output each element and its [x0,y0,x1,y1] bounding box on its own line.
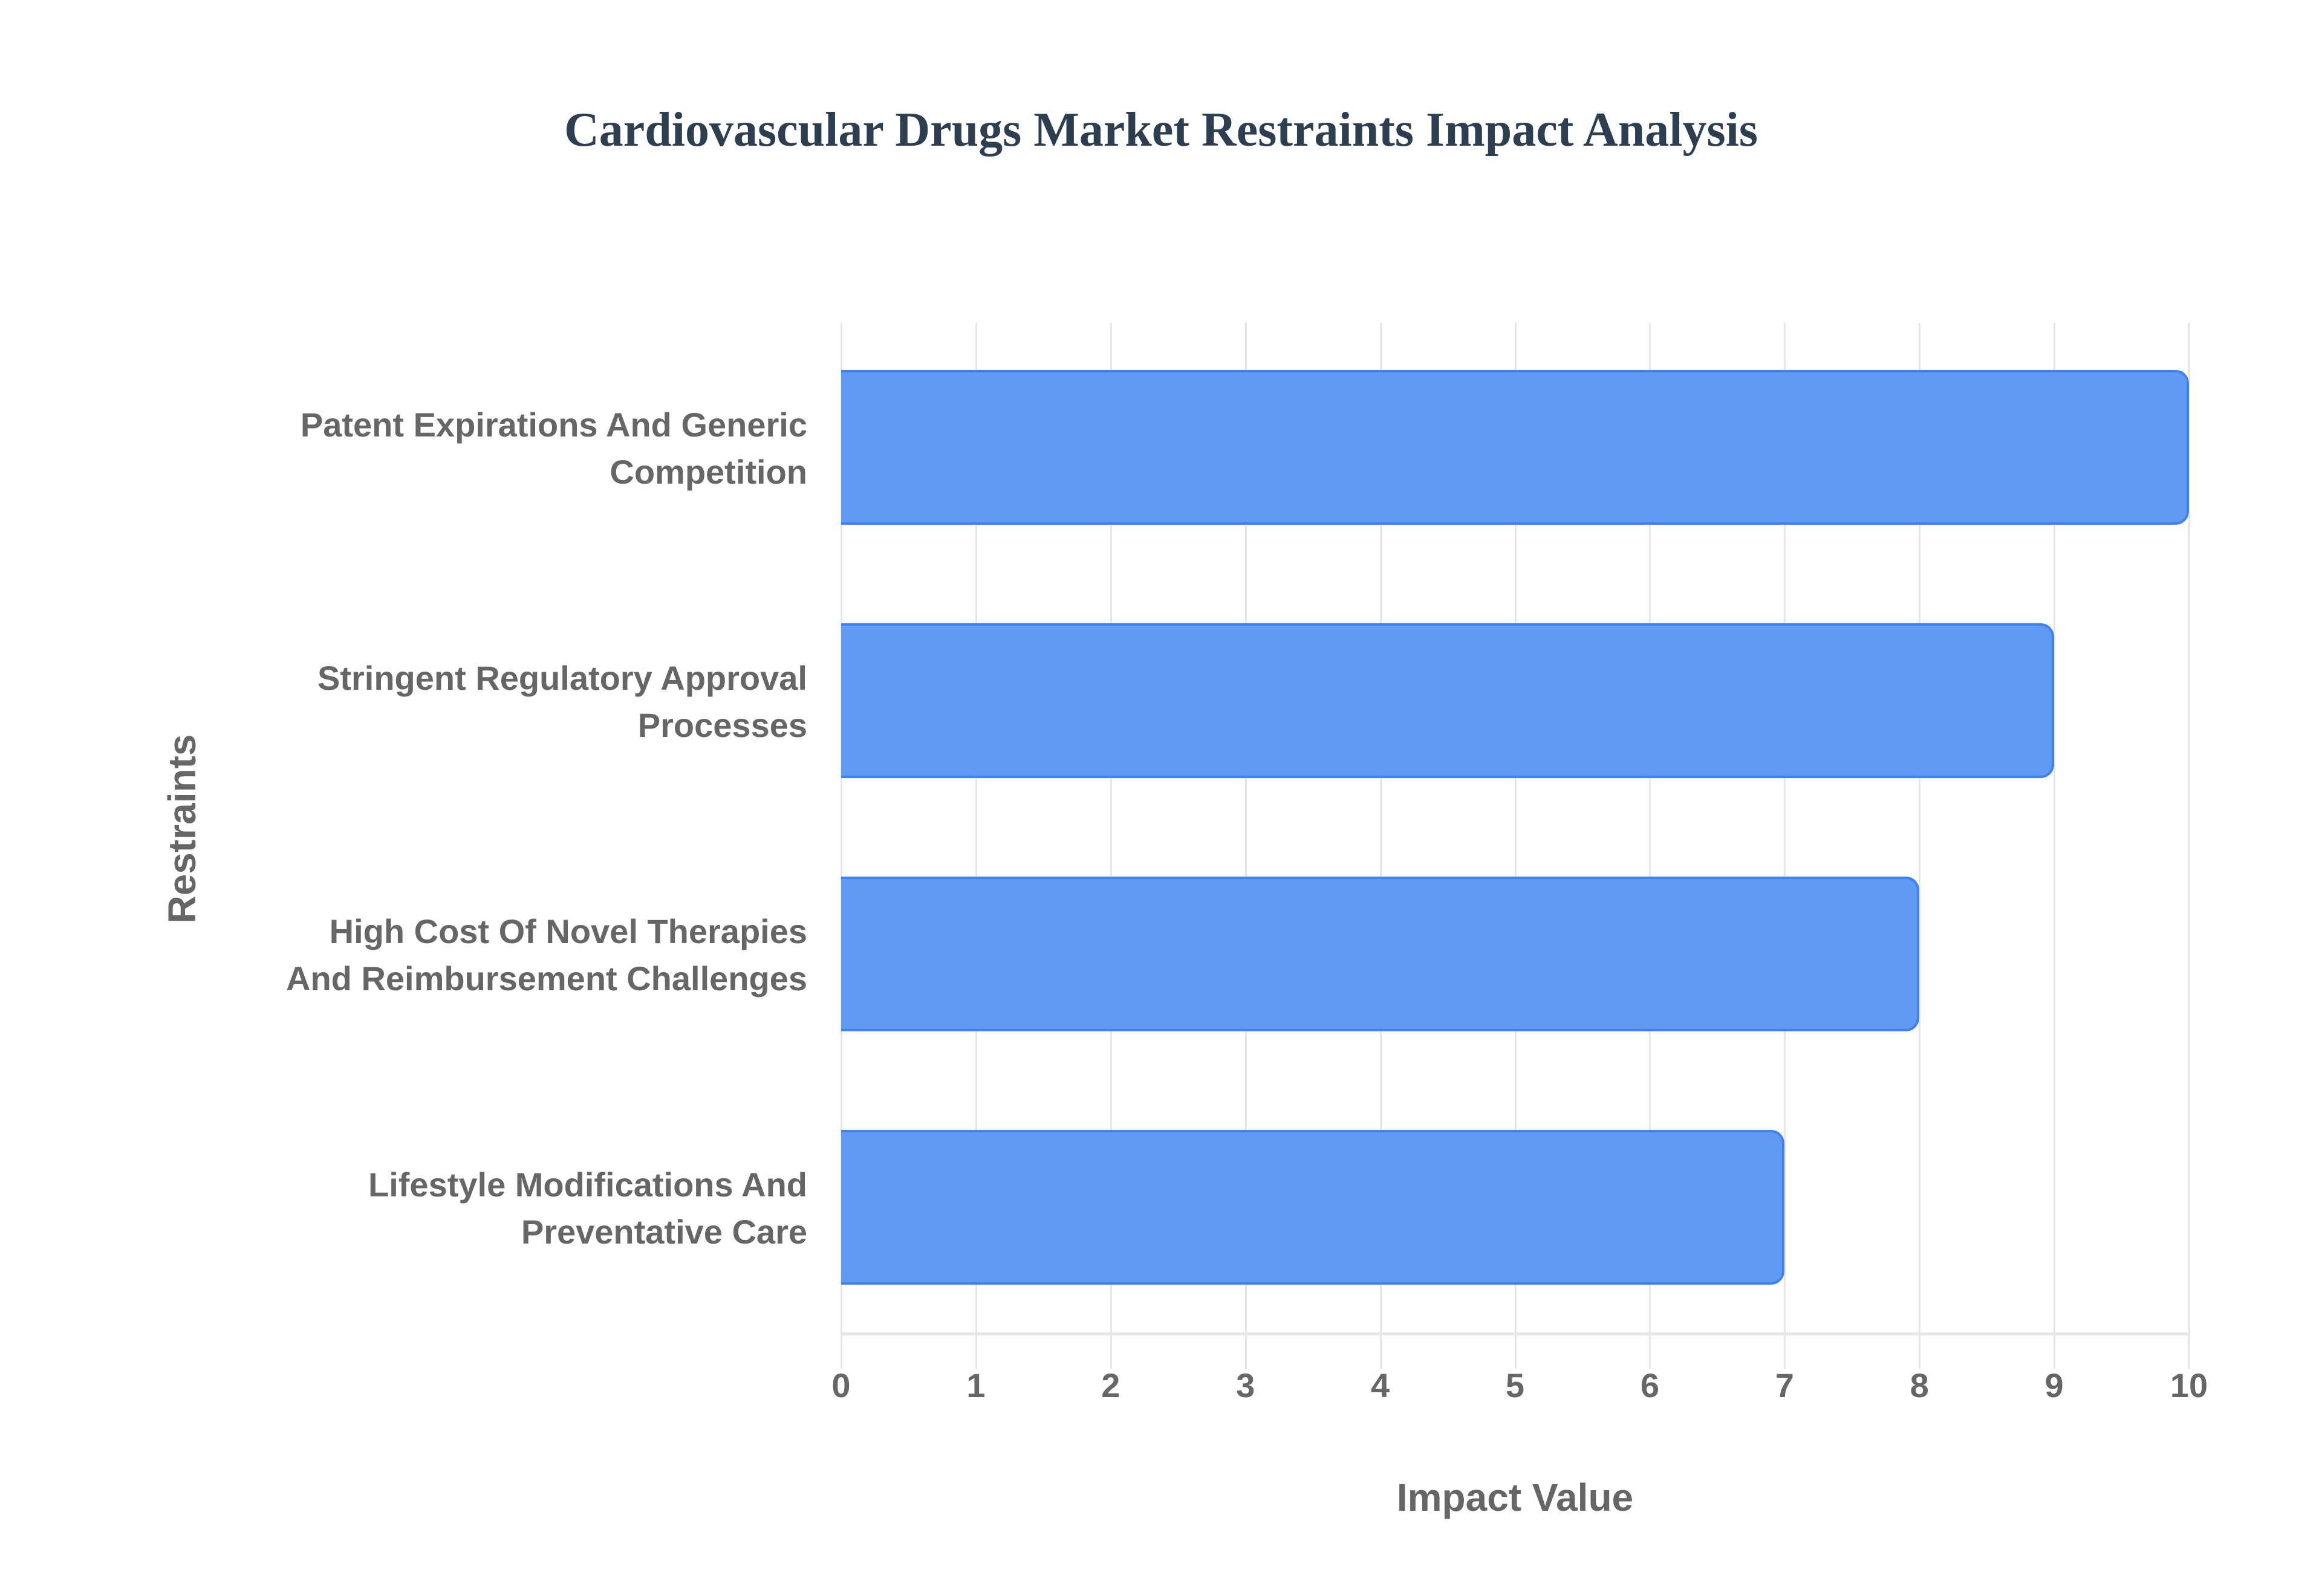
x-tick-label: 8 [1910,1366,1929,1404]
plot-area: 0 1 2 3 4 5 6 7 8 9 10 [831,323,2208,1404]
category-line: Lifestyle Modifications And [368,1166,807,1204]
gridline-2 [1110,323,1112,1369]
gridline-7 [1784,323,1786,1369]
x-tick-label: 9 [2044,1366,2064,1404]
y-category-label: Stringent Regulatory Approval Processes [203,655,807,749]
category-line: Preventative Care [521,1213,807,1251]
y-category-label: Patent Expirations And Generic Competiti… [203,401,807,496]
bar-patent-expirations[interactable] [841,370,2189,525]
bar-high-cost-therapies[interactable] [841,877,1920,1031]
gridline-9 [2054,323,2056,1369]
y-category-label: High Cost Of Novel Therapies And Reimbur… [203,908,807,1002]
bar-regulatory-approval[interactable] [841,623,2055,778]
y-axis-label: Restraints [160,734,204,924]
x-tick-label: 0 [831,1366,851,1404]
x-tick-label: 3 [1236,1366,1255,1404]
gridline-3 [1244,323,1247,1369]
category-line: Stringent Regulatory Approval [317,659,807,697]
x-axis-label: Impact Value [1396,1476,1634,1519]
x-axis-line [841,1332,2189,1335]
gridline-10 [2188,323,2190,1369]
x-tick-label: 6 [1640,1366,1659,1404]
gridline-5 [1514,323,1517,1369]
x-tick-label: 4 [1371,1366,1390,1404]
gridline-1 [975,323,977,1369]
x-tick-label: 10 [2170,1366,2208,1404]
gridline-6 [1649,323,1651,1369]
x-tick-label: 7 [1775,1366,1794,1404]
category-line: Processes [637,706,807,744]
gridline-4 [1379,323,1382,1369]
chart-title: Cardiovascular Drugs Market Restraints I… [564,103,1758,157]
gridline-0 [841,323,842,1369]
category-line: And Reimbursement Challenges [286,959,807,997]
x-tick-label: 1 [966,1366,986,1404]
category-line: Patent Expirations And Generic [300,406,807,444]
y-category-label: Lifestyle Modifications And Preventative… [203,1161,807,1256]
x-tick-label: 5 [1505,1366,1525,1404]
category-line: High Cost Of Novel Therapies [329,912,807,950]
bar-lifestyle-modifications[interactable] [841,1130,1785,1285]
category-line: Competition [610,453,807,491]
gridline-8 [1919,323,1921,1369]
x-tick-label: 2 [1101,1366,1120,1404]
